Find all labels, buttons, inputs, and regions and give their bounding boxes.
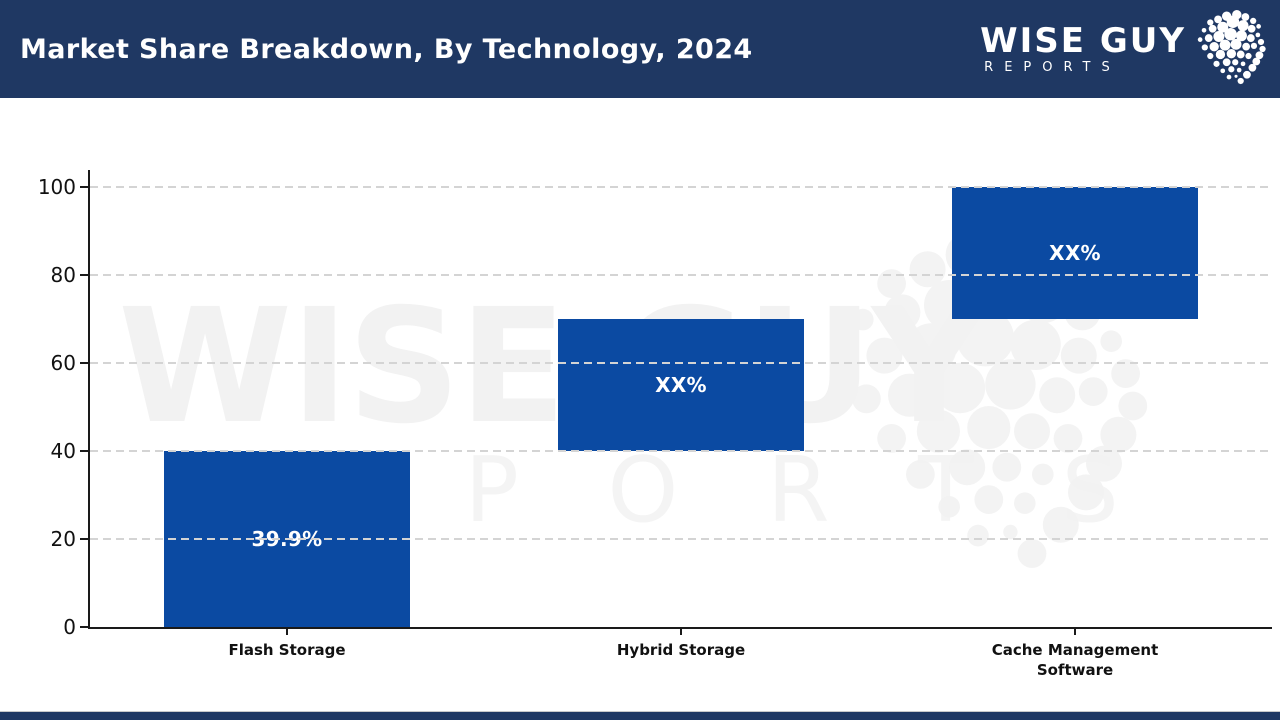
plot-background: WISE GUY R E P O R T S 39.9% XX% XX% 0 20 40… — [0, 98, 1280, 712]
wise-guy-reports-logo: WISE GUY REPORTS — [980, 7, 1268, 91]
axes-layer: 0 20 40 60 80 100 Flash Storage Hybrid Storage C… — [0, 98, 1280, 711]
x-category-label: Cache Management Software — [991, 641, 1159, 679]
x-category-label: Hybrid Storage — [616, 641, 746, 659]
y-tick-mark — [80, 450, 89, 452]
x-tick-mark — [286, 627, 288, 635]
y-axis-spine — [88, 170, 90, 629]
dotted-head-logo-icon — [1197, 10, 1266, 85]
y-tick-label: 40 — [50, 439, 76, 463]
y-tick-mark — [80, 186, 89, 188]
y-tick-label: 0 — [63, 615, 76, 639]
footer-band — [0, 712, 1280, 720]
bar-value-label: XX% — [655, 373, 707, 397]
x-category-label: Flash Storage — [228, 641, 346, 659]
chart-title: Market Share Breakdown, By Technology, 2… — [20, 33, 753, 65]
y-tick-label: 100 — [37, 175, 76, 199]
y-tick-mark — [80, 362, 89, 364]
bar-hybrid-storage: XX% — [558, 319, 804, 451]
x-tick-mark — [1074, 627, 1076, 635]
y-tick-mark — [80, 538, 89, 540]
y-tick-label: 80 — [50, 263, 76, 287]
bar-cache-management-software: XX% — [952, 187, 1198, 319]
bar-value-label: XX% — [1049, 241, 1101, 265]
y-tick-label: 60 — [50, 351, 76, 375]
header-band: Market Share Breakdown, By Technology, 2… — [0, 0, 1280, 98]
logo-brand-name: WISE GUY — [980, 21, 1186, 61]
y-tick-mark — [80, 626, 89, 628]
logo-text: WISE GUY REPORTS — [980, 24, 1186, 74]
logo-brand-subtitle: REPORTS — [984, 60, 1121, 75]
y-tick-mark — [80, 274, 89, 276]
y-tick-label: 20 — [50, 527, 76, 551]
x-tick-mark — [680, 627, 682, 635]
